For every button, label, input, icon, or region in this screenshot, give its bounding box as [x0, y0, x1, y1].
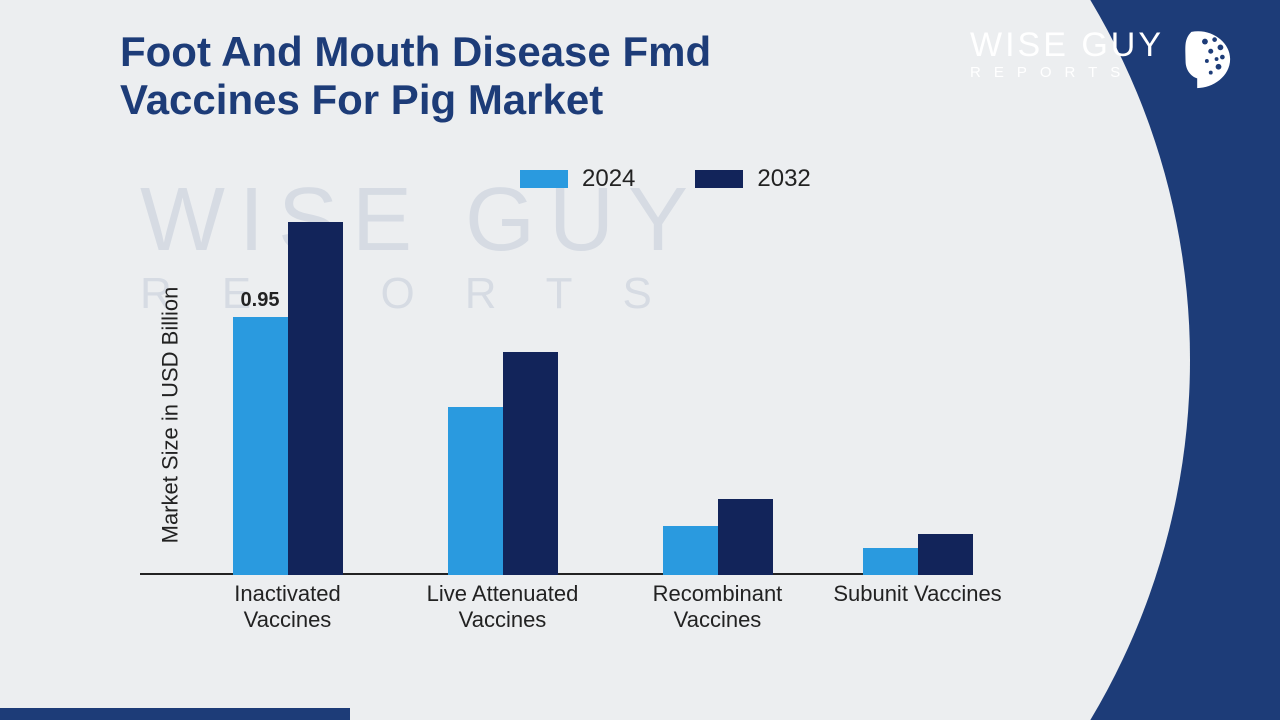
- brand-logo: WISE GUY REPORTS: [970, 28, 1250, 90]
- right-decor-panel: [950, 0, 1280, 720]
- brand-logo-top: WISE GUY: [970, 28, 1164, 62]
- x-axis-category-label: Subunit Vaccines: [830, 581, 1005, 607]
- x-axis-category-label: Recombinant Vaccines: [630, 581, 805, 634]
- chart-title: Foot And Mouth Disease Fmd Vaccines For …: [120, 28, 900, 125]
- brand-head-icon: [1172, 28, 1234, 90]
- bar: [288, 222, 343, 575]
- bar: 0.95: [233, 317, 288, 575]
- bar: [863, 548, 918, 575]
- bar: [663, 526, 718, 575]
- x-axis-category-label: Live Attenuated Vaccines: [415, 581, 590, 634]
- bottom-accent-strip: [0, 708, 350, 720]
- chart-area: Market Size in USD Billion 0.95Inactivat…: [90, 165, 970, 665]
- x-axis-category-label: Inactivated Vaccines: [200, 581, 375, 634]
- plot-area: 0.95Inactivated VaccinesLive Attenuated …: [140, 195, 970, 575]
- bar: [503, 352, 558, 575]
- bar-group: Recombinant Vaccines: [630, 499, 805, 575]
- bar: [918, 534, 973, 575]
- bar: [718, 499, 773, 575]
- brand-logo-text: WISE GUY REPORTS: [970, 28, 1164, 81]
- bar-group: Subunit Vaccines: [830, 534, 1005, 575]
- bar-value-label: 0.95: [241, 289, 280, 312]
- stage: WISE GUY REPORTS WISE GUY REPORTS Foot A…: [0, 0, 1280, 720]
- brand-logo-sub: REPORTS: [970, 64, 1164, 81]
- bar-group: Live Attenuated Vaccines: [415, 352, 590, 575]
- bar: [448, 407, 503, 575]
- bar-group: 0.95Inactivated Vaccines: [200, 222, 375, 575]
